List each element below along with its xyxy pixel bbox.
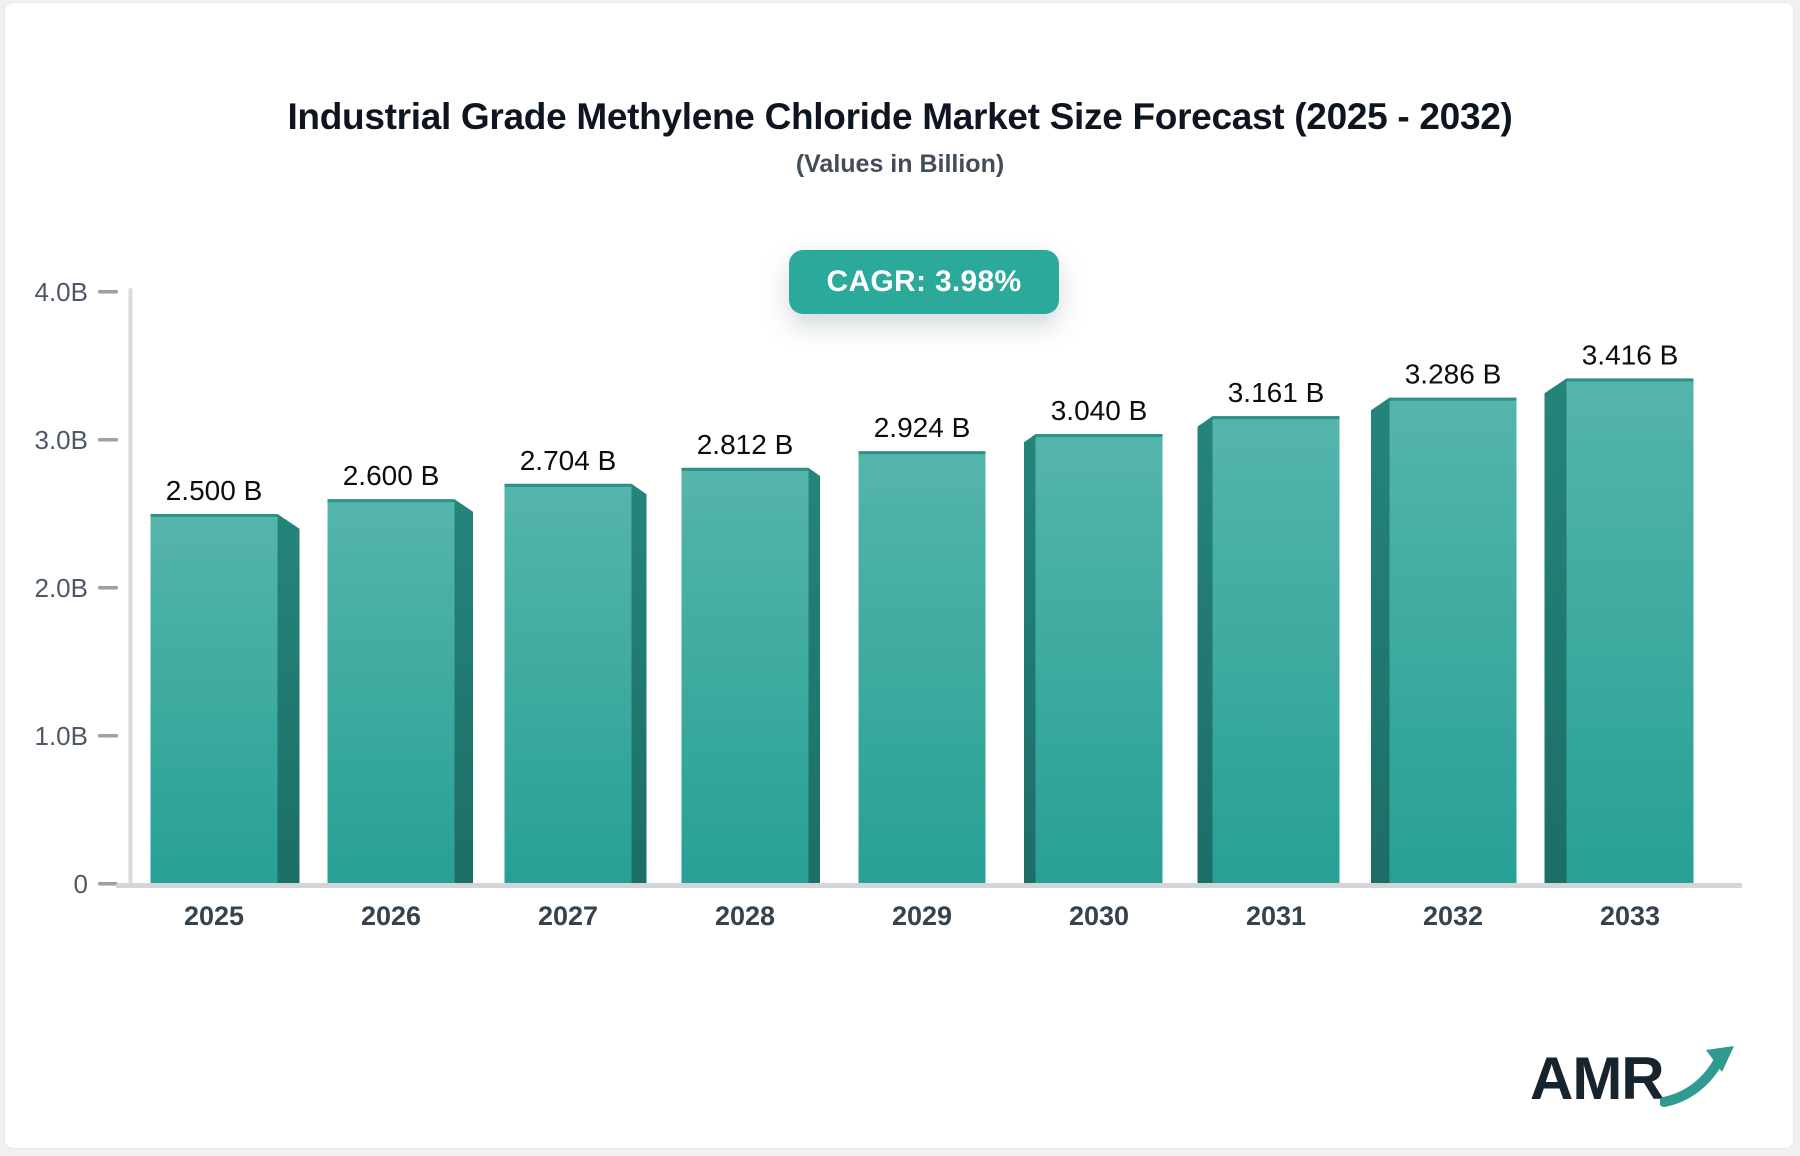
bar-front-face[interactable]: [681, 467, 809, 884]
bar-group-2028[interactable]: 2.812 B: [681, 429, 821, 884]
bar-group-2032[interactable]: 3.286 B: [1371, 359, 1517, 884]
bar-group-2033[interactable]: 3.416 B: [1544, 339, 1694, 884]
bar-group-2025[interactable]: 2.500 B: [150, 475, 300, 884]
bar-front-face[interactable]: [1212, 416, 1340, 884]
x-axis-label: 2033: [1600, 901, 1660, 931]
bar-side-face: [1024, 434, 1036, 884]
bar-side-face: [277, 514, 300, 884]
bar-top-edge: [1389, 397, 1517, 401]
bar-value-label: 3.161 B: [1228, 377, 1325, 408]
amr-logo: AMR: [1530, 1034, 1780, 1124]
y-axis-label: 1.0B: [35, 721, 89, 751]
bar-front-face[interactable]: [150, 514, 278, 884]
bar-value-label: 2.600 B: [343, 460, 440, 491]
amr-logo-text: AMR: [1530, 1045, 1665, 1112]
bar-side-face: [454, 499, 473, 884]
chart-title: Industrial Grade Methylene Chloride Mark…: [287, 96, 1513, 137]
bar-top-edge: [858, 451, 986, 455]
bar-group-2029[interactable]: 2.924 B: [858, 412, 986, 884]
bar-top-edge: [681, 467, 809, 471]
bar-top-edge: [1212, 416, 1340, 420]
x-axis-label: 2029: [892, 901, 952, 931]
bar-front-face[interactable]: [1389, 397, 1517, 884]
y-axis-tick: [98, 438, 118, 442]
y-axis-tick: [98, 882, 118, 886]
x-axis-label: 2027: [538, 901, 598, 931]
y-axis-label: 0: [74, 869, 88, 899]
x-axis-line: [116, 883, 1742, 888]
bar-side-face: [808, 467, 820, 884]
bar-top-edge: [327, 499, 455, 503]
bar-group-2026[interactable]: 2.600 B: [327, 460, 474, 884]
x-axis-label: 2025: [184, 901, 244, 931]
bar-group-2031[interactable]: 3.161 B: [1197, 377, 1340, 884]
bar-value-label: 3.040 B: [1051, 395, 1148, 426]
bar-group-2027[interactable]: 2.704 B: [504, 445, 647, 884]
bar-value-label: 3.286 B: [1405, 359, 1502, 390]
y-axis-tick: [98, 290, 118, 294]
bar-front-face[interactable]: [1566, 378, 1694, 884]
x-axis-label: 2030: [1069, 901, 1129, 931]
bar-side-face: [1371, 397, 1390, 884]
bar-value-label: 2.704 B: [520, 445, 617, 476]
bar-top-edge: [1566, 378, 1694, 382]
bar-top-edge: [1035, 434, 1163, 438]
bar-value-label: 2.924 B: [874, 412, 971, 443]
bar-value-label: 2.500 B: [166, 475, 263, 506]
bar-group-2030[interactable]: 3.040 B: [1024, 395, 1163, 884]
y-axis-label: 3.0B: [35, 425, 89, 455]
x-axis-label: 2031: [1246, 901, 1306, 931]
x-axis-label: 2028: [715, 901, 775, 931]
chart-subtitle: (Values in Billion): [795, 150, 1005, 178]
bar-front-face[interactable]: [1035, 434, 1163, 884]
y-axis-label: 4.0B: [35, 277, 89, 307]
bar-side-face: [1197, 416, 1213, 884]
bar-top-edge: [504, 483, 632, 487]
bar-value-label: 3.416 B: [1582, 339, 1679, 370]
bar-value-label: 2.812 B: [697, 429, 794, 460]
bar-front-face[interactable]: [858, 451, 986, 884]
y-axis-line: [128, 288, 133, 886]
trending-up-arrow-icon: [1659, 1046, 1734, 1107]
y-axis-label: 2.0B: [35, 573, 89, 603]
bar-front-face[interactable]: [327, 499, 455, 884]
bar-top-edge: [150, 514, 278, 517]
bar-side-face: [631, 483, 647, 884]
x-axis-label: 2026: [361, 901, 421, 931]
bar-side-face: [1544, 378, 1567, 884]
y-axis-tick: [98, 734, 118, 738]
x-axis-label: 2032: [1423, 901, 1483, 931]
cagr-badge: CAGR: 3.98%: [789, 250, 1059, 314]
y-axis-tick: [98, 586, 118, 590]
bar-front-face[interactable]: [504, 483, 632, 884]
